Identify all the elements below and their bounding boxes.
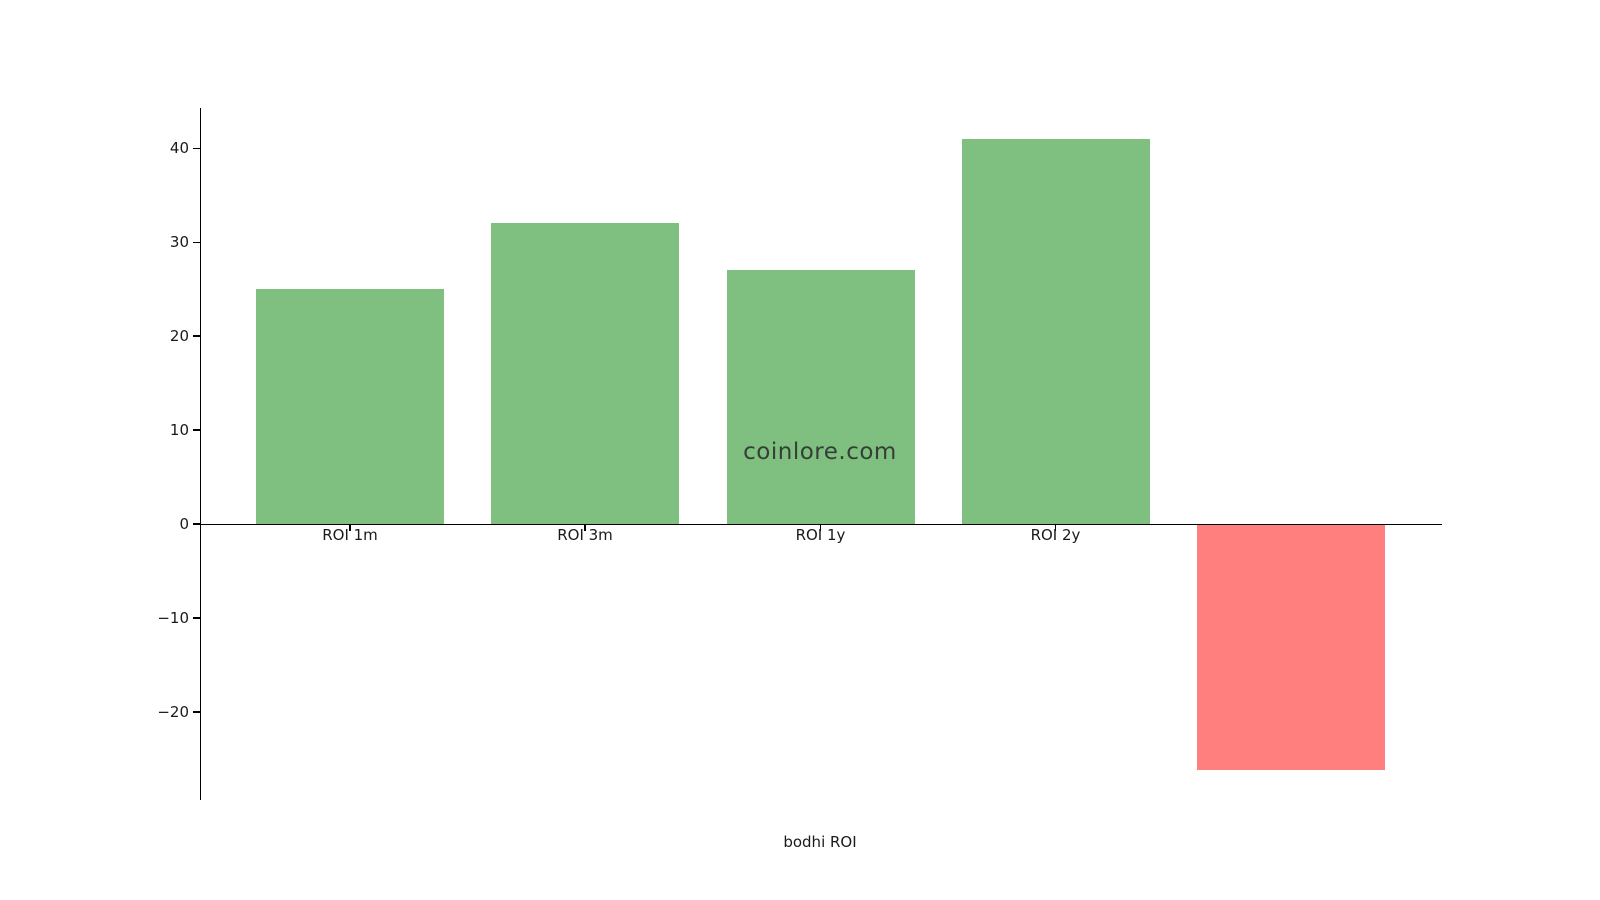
x-tick-label-roi-2y: ROI 2y xyxy=(1030,526,1081,544)
y-tick-label-40: 40 xyxy=(169,139,189,158)
x-tick-label-roi-1m: ROI 1m xyxy=(322,526,378,544)
y-axis-line xyxy=(200,108,202,800)
x-tick-mark-roi-1m xyxy=(349,524,351,531)
y-tick-mark-30 xyxy=(193,241,200,243)
y-tick-mark-20 xyxy=(193,335,200,337)
y-tick-label-30: 30 xyxy=(169,233,189,252)
bar-roi-1m xyxy=(256,289,444,524)
bar-roi-2y xyxy=(961,138,1150,524)
y-tick-label-0: 0 xyxy=(179,515,189,533)
y-tick-label-−20: −20 xyxy=(157,702,189,721)
x-tick-mark-roi-2y xyxy=(1054,524,1057,531)
y-tick-mark-−20 xyxy=(193,711,200,713)
x-tick-mark-roi-1y xyxy=(819,524,822,531)
x-tick-mark-roi-3m xyxy=(584,524,586,531)
y-tick-mark-0 xyxy=(193,523,200,525)
x-axis-line xyxy=(201,523,1442,525)
y-tick-mark-40 xyxy=(193,147,200,149)
x-tick-label-roi-3m: ROI 3m xyxy=(557,526,613,544)
x-tick-label-roi-1y: ROI 1y xyxy=(795,526,846,544)
y-tick-label-20: 20 xyxy=(169,327,189,346)
y-tick-mark-10 xyxy=(193,429,200,431)
watermark-text: coinlore.com xyxy=(743,439,897,465)
x-axis-title: bodhi ROI xyxy=(783,833,857,851)
bar-roi-1y xyxy=(726,270,915,524)
y-tick-label-−10: −10 xyxy=(157,608,189,627)
y-tick-mark-−10 xyxy=(193,617,200,619)
y-tick-label-10: 10 xyxy=(169,421,189,440)
bar-roi-3m xyxy=(491,223,679,524)
bar-unlabeled-5 xyxy=(1197,525,1385,770)
